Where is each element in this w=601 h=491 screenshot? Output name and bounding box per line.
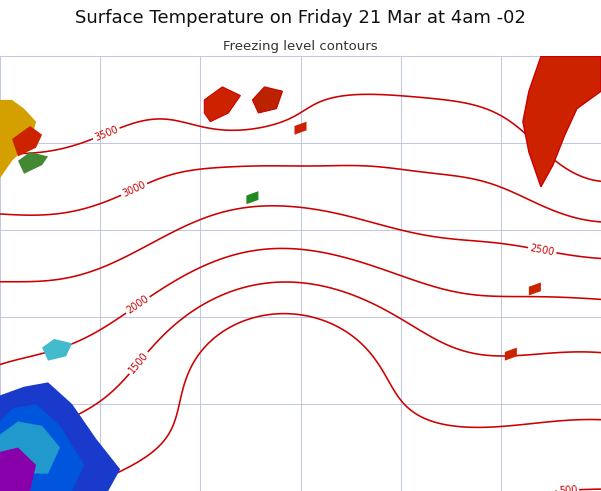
Text: Surface Temperature on Friday 21 Mar at 4am -02: Surface Temperature on Friday 21 Mar at …	[75, 9, 526, 27]
Polygon shape	[0, 448, 36, 491]
Text: 2000: 2000	[125, 294, 151, 316]
Polygon shape	[294, 122, 307, 135]
Polygon shape	[246, 191, 258, 204]
Polygon shape	[529, 282, 541, 296]
Text: 1500: 1500	[127, 350, 150, 376]
Polygon shape	[523, 56, 601, 187]
Polygon shape	[12, 126, 42, 157]
Polygon shape	[0, 100, 36, 178]
Text: 3500: 3500	[93, 124, 120, 143]
Text: 3000: 3000	[121, 180, 147, 199]
Text: 500: 500	[558, 485, 578, 491]
Polygon shape	[18, 152, 48, 174]
Polygon shape	[204, 87, 240, 122]
Text: 1000: 1000	[78, 475, 104, 491]
Polygon shape	[42, 339, 72, 360]
Text: 2500: 2500	[529, 243, 555, 257]
Polygon shape	[0, 404, 84, 491]
Polygon shape	[0, 382, 120, 491]
Polygon shape	[0, 421, 60, 474]
Polygon shape	[252, 87, 282, 113]
Text: Freezing level contours: Freezing level contours	[223, 40, 378, 53]
Polygon shape	[505, 348, 517, 360]
